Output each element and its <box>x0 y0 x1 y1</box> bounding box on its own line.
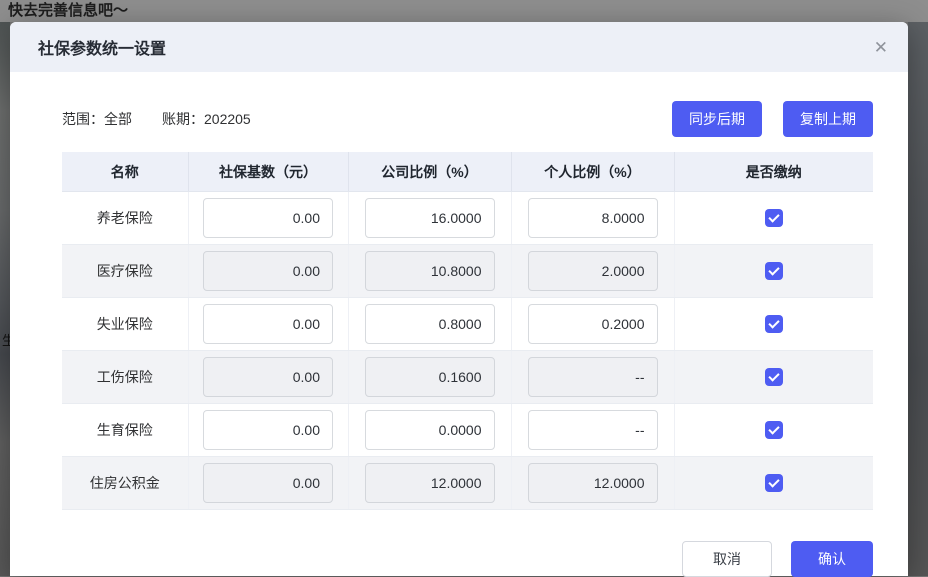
scope-value: 全部 <box>104 111 132 127</box>
header-actions: 同步后期 复制上期 <box>672 101 873 137</box>
company-ratio-input[interactable] <box>364 463 495 503</box>
background-page-text: 快去完善信息吧～ <box>0 0 928 22</box>
dialog-body: 范围： 全部 账期： 202205 同步后期 复制上期 名称 社保基数（元） 公… <box>10 101 908 577</box>
dialog-title: 社保参数统一设置 <box>38 41 167 58</box>
personal-ratio-cell <box>511 244 675 298</box>
pay-flag-cell <box>674 297 873 351</box>
company-ratio-input[interactable] <box>364 304 495 344</box>
copy-previous-period-button[interactable]: 复制上期 <box>783 101 873 137</box>
insurance-name: 工伤保险 <box>62 350 189 404</box>
base-cell <box>188 403 349 457</box>
pay-checkbox[interactable] <box>764 368 783 387</box>
personal-ratio-input[interactable] <box>527 198 658 238</box>
personal-ratio-cell <box>511 350 675 404</box>
company-ratio-cell <box>348 350 512 404</box>
personal-ratio-input[interactable] <box>527 357 658 397</box>
personal-ratio-input[interactable] <box>527 410 658 450</box>
company-ratio-cell <box>348 297 512 351</box>
social-security-settings-dialog: 社保参数统一设置 ✕ 范围： 全部 账期： 202205 同步后期 复制上期 <box>10 22 908 577</box>
scope-label: 范围： <box>62 111 104 127</box>
base-cell <box>188 350 349 404</box>
personal-ratio-input[interactable] <box>527 251 658 291</box>
col-header-personal-ratio: 个人比例（%） <box>511 152 675 192</box>
close-icon[interactable]: ✕ <box>873 37 888 57</box>
company-ratio-cell <box>348 191 512 245</box>
sync-next-period-button[interactable]: 同步后期 <box>672 101 762 137</box>
personal-ratio-input[interactable] <box>527 304 658 344</box>
table-row: 失业保险 <box>62 297 873 351</box>
base-cell <box>188 297 349 351</box>
base-input[interactable] <box>203 251 333 291</box>
background-right-strip <box>908 22 928 576</box>
personal-ratio-cell <box>511 297 675 351</box>
pay-flag-cell <box>674 191 873 245</box>
company-ratio-cell <box>348 244 512 298</box>
pay-flag-cell <box>674 350 873 404</box>
insurance-name: 养老保险 <box>62 191 189 245</box>
pay-checkbox[interactable] <box>764 315 783 334</box>
insurance-name: 住房公积金 <box>62 456 189 510</box>
pay-flag-cell <box>674 456 873 510</box>
pay-checkbox[interactable] <box>764 262 783 281</box>
table-row: 住房公积金 <box>62 456 873 510</box>
dialog-footer: 取消 确认 <box>62 541 873 577</box>
base-input[interactable] <box>203 410 333 450</box>
col-header-name: 名称 <box>62 152 189 192</box>
company-ratio-cell <box>348 456 512 510</box>
insurance-name: 失业保险 <box>62 297 189 351</box>
base-cell <box>188 456 349 510</box>
company-ratio-input[interactable] <box>364 357 495 397</box>
filters: 范围： 全部 账期： 202205 <box>62 109 251 129</box>
cancel-button[interactable]: 取消 <box>682 541 772 577</box>
personal-ratio-cell <box>511 403 675 457</box>
base-input[interactable] <box>203 198 333 238</box>
pay-checkbox[interactable] <box>764 421 783 440</box>
pay-flag-cell <box>674 403 873 457</box>
company-ratio-cell <box>348 403 512 457</box>
confirm-button[interactable]: 确认 <box>791 541 873 577</box>
dialog-header: 社保参数统一设置 ✕ <box>10 22 908 72</box>
company-ratio-input[interactable] <box>364 198 495 238</box>
company-ratio-input[interactable] <box>364 410 495 450</box>
insurance-name: 医疗保险 <box>62 244 189 298</box>
background-left-strip: 生 <box>0 22 10 576</box>
col-header-base: 社保基数（元） <box>188 152 349 192</box>
col-header-pay-flag: 是否缴纳 <box>674 152 873 192</box>
base-cell <box>188 191 349 245</box>
base-input[interactable] <box>203 357 333 397</box>
personal-ratio-input[interactable] <box>527 463 658 503</box>
background-partial-text: 生 <box>2 333 10 348</box>
pay-checkbox[interactable] <box>764 209 783 228</box>
pay-flag-cell <box>674 244 873 298</box>
period-label: 账期： <box>162 111 204 127</box>
social-security-table: 名称 社保基数（元） 公司比例（%） 个人比例（%） 是否缴纳 养老保险 医疗保… <box>62 152 873 510</box>
insurance-name: 生育保险 <box>62 403 189 457</box>
info-row: 范围： 全部 账期： 202205 同步后期 复制上期 <box>62 101 873 137</box>
company-ratio-input[interactable] <box>364 251 495 291</box>
table-header-row: 名称 社保基数（元） 公司比例（%） 个人比例（%） 是否缴纳 <box>62 152 873 192</box>
col-header-company-ratio: 公司比例（%） <box>348 152 512 192</box>
period-value: 202205 <box>204 111 251 127</box>
table-row: 医疗保险 <box>62 244 873 298</box>
base-cell <box>188 244 349 298</box>
base-input[interactable] <box>203 463 333 503</box>
table-row: 工伤保险 <box>62 350 873 404</box>
base-input[interactable] <box>203 304 333 344</box>
pay-checkbox[interactable] <box>764 474 783 493</box>
table-row: 养老保险 <box>62 191 873 245</box>
personal-ratio-cell <box>511 191 675 245</box>
table-row: 生育保险 <box>62 403 873 457</box>
personal-ratio-cell <box>511 456 675 510</box>
